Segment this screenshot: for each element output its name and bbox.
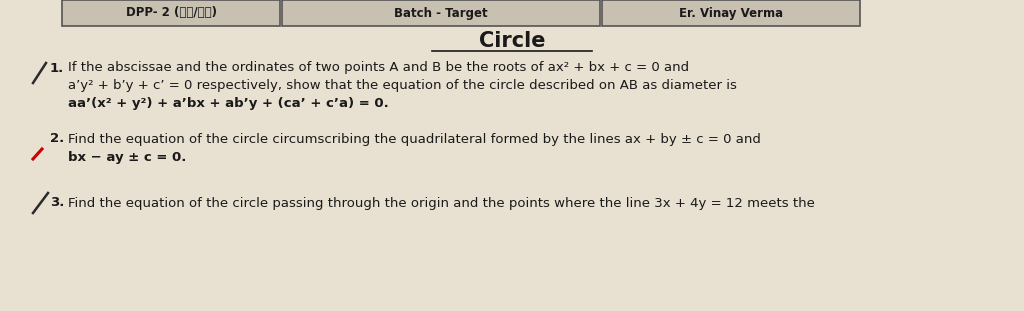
Bar (282, 0, 600, 26)
Bar (602, 0, 860, 26)
Text: Circle: Circle (479, 31, 545, 51)
Text: 1.: 1. (50, 62, 65, 75)
Text: DPP- 2 (मा/लस): DPP- 2 (मा/लस) (126, 7, 216, 20)
Text: Find the equation of the circle circumscribing the quadrilateral formed by the l: Find the equation of the circle circumsc… (68, 132, 761, 146)
Text: Er. Vinay Verma: Er. Vinay Verma (679, 7, 783, 20)
Text: If the abscissae and the ordinates of two points A and B be the roots of ax² + b: If the abscissae and the ordinates of tw… (68, 62, 689, 75)
Text: Find the equation of the circle passing through the origin and the points where : Find the equation of the circle passing … (68, 197, 815, 210)
Text: 3.: 3. (50, 197, 65, 210)
Text: Batch - Target: Batch - Target (394, 7, 487, 20)
Text: aa’(x² + y²) + a’bx + ab’y + (ca’ + c’a) = 0.: aa’(x² + y²) + a’bx + ab’y + (ca’ + c’a)… (68, 98, 389, 110)
Text: 2.: 2. (50, 132, 65, 146)
Text: bx − ay ± c = 0.: bx − ay ± c = 0. (68, 151, 186, 164)
Text: a’y² + b’y + c’ = 0 respectively, show that the equation of the circle described: a’y² + b’y + c’ = 0 respectively, show t… (68, 80, 737, 92)
Bar (62, 0, 280, 26)
